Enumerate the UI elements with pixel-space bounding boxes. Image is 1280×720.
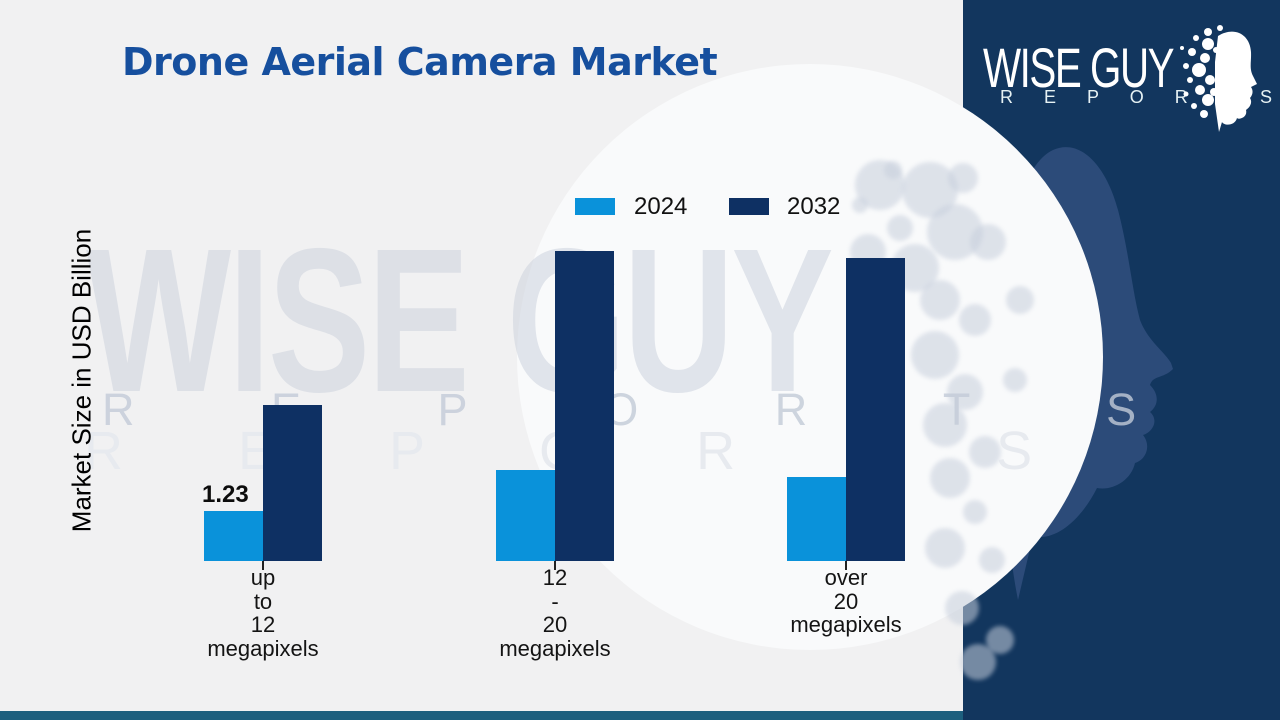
- category-label-2: over 20 megapixels: [790, 565, 902, 637]
- logo-face-icon: [1180, 25, 1257, 132]
- page-title: Drone Aerial Camera Market: [122, 40, 718, 84]
- watermark-dot: [963, 500, 987, 524]
- watermark-dot: [925, 528, 965, 568]
- watermark-dot: [930, 458, 970, 498]
- category-label-1: 12 - 20 megapixels: [499, 565, 611, 661]
- watermark-dot: [1003, 368, 1027, 392]
- x-axis-tick: [262, 561, 264, 570]
- bar-value-label: 1.23: [202, 481, 249, 508]
- watermark-dot: [887, 215, 913, 241]
- watermark-dot: [945, 591, 979, 625]
- watermark-dot: [970, 224, 1006, 260]
- watermark-brand: WISE GUY: [86, 206, 834, 435]
- category-label-0: up to 12 megapixels: [207, 565, 319, 661]
- watermark-dot: [979, 547, 1005, 573]
- bar-2032-2: [846, 258, 905, 561]
- watermark-dot: [960, 644, 996, 680]
- legend-label-2032: 2032: [787, 193, 841, 220]
- bottom-accent-bar: [0, 711, 963, 720]
- x-axis-tick: [554, 561, 556, 570]
- y-axis-label: Market Size in USD Billion: [66, 228, 97, 533]
- watermark-dot: [969, 436, 1001, 468]
- legend-swatch-2024: [575, 198, 615, 215]
- logo-brand-text: WISE GUY: [983, 36, 1175, 99]
- x-axis-tick: [845, 561, 847, 570]
- watermark-dot: [959, 304, 991, 336]
- bar-2024-0: [204, 511, 263, 561]
- legend-swatch-2032: [729, 198, 769, 215]
- bar-2024-2: [787, 477, 846, 561]
- watermark-dot: [911, 331, 959, 379]
- watermark-dot: [852, 197, 868, 213]
- watermark-dot: [920, 280, 960, 320]
- watermark-dot: [948, 163, 978, 193]
- bar-2024-1: [496, 470, 555, 561]
- watermark-dot: [884, 161, 902, 179]
- legend-label-2024: 2024: [634, 193, 688, 220]
- bar-2032-0: [263, 405, 322, 561]
- bar-2032-1: [555, 251, 614, 561]
- watermark-dot: [1006, 286, 1034, 314]
- watermark-dot: [923, 403, 967, 447]
